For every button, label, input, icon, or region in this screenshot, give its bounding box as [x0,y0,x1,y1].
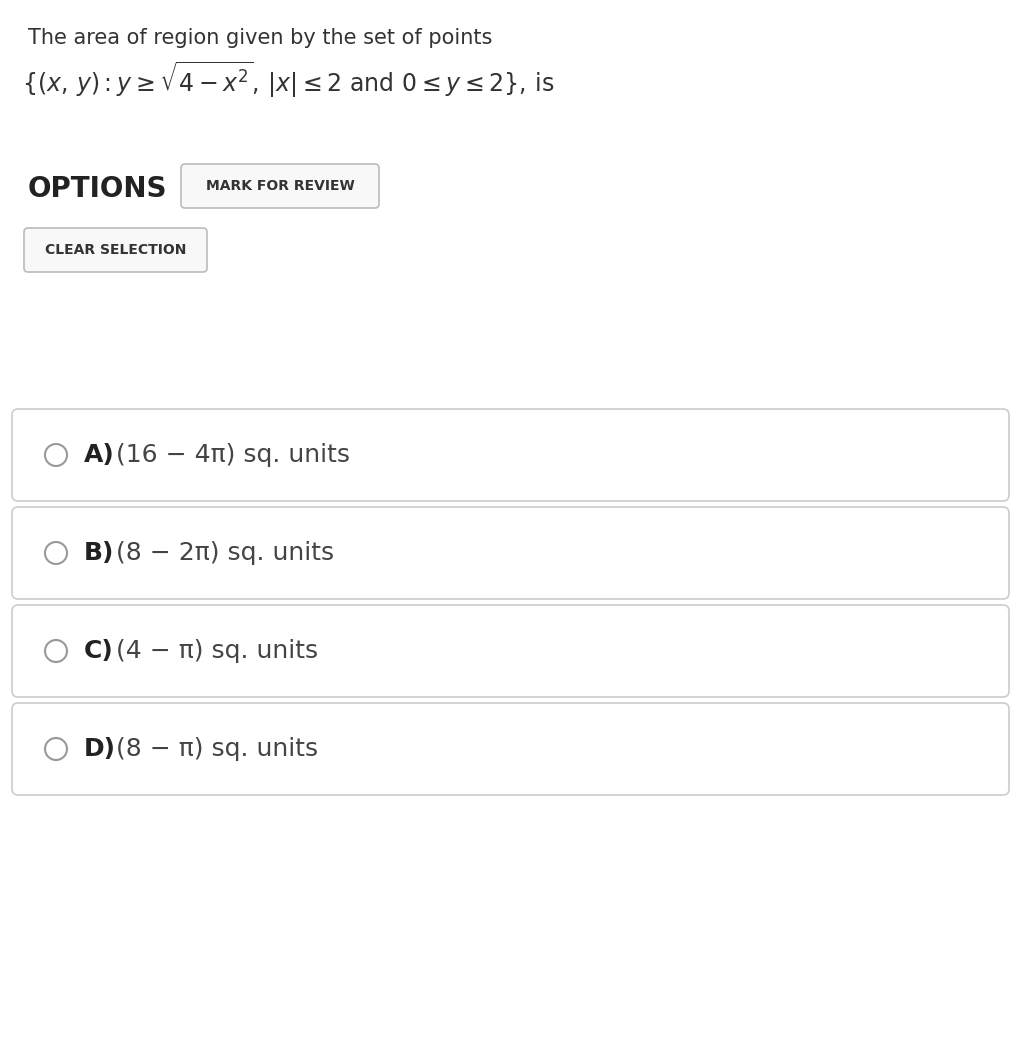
Circle shape [45,738,67,760]
Text: B): B) [84,541,115,565]
Text: (4 − π) sq. units: (4 − π) sq. units [116,639,318,663]
Text: A): A) [84,444,115,467]
Text: D): D) [84,737,116,761]
FancyBboxPatch shape [12,507,1009,599]
Text: (8 − π) sq. units: (8 − π) sq. units [116,737,318,761]
FancyBboxPatch shape [12,703,1009,795]
Circle shape [45,542,67,564]
FancyBboxPatch shape [12,409,1009,501]
Text: C): C) [84,639,114,663]
FancyBboxPatch shape [181,164,379,208]
Circle shape [45,640,67,662]
FancyBboxPatch shape [24,228,207,272]
Circle shape [45,444,67,466]
FancyBboxPatch shape [12,605,1009,697]
Text: CLEAR SELECTION: CLEAR SELECTION [45,243,186,257]
Text: (16 − 4π) sq. units: (16 − 4π) sq. units [116,444,350,467]
Text: (8 − 2π) sq. units: (8 − 2π) sq. units [116,541,334,565]
Text: MARK FOR REVIEW: MARK FOR REVIEW [206,179,354,193]
Text: $\{(x,\,y):y\geq\sqrt{4-x^2},\,|x|\leq 2\ \mathrm{and}\ 0\leq y\leq 2\},\,\mathr: $\{(x,\,y):y\geq\sqrt{4-x^2},\,|x|\leq 2… [22,60,554,101]
Text: The area of region given by the set of points: The area of region given by the set of p… [28,28,493,48]
Text: OPTIONS: OPTIONS [28,176,168,203]
